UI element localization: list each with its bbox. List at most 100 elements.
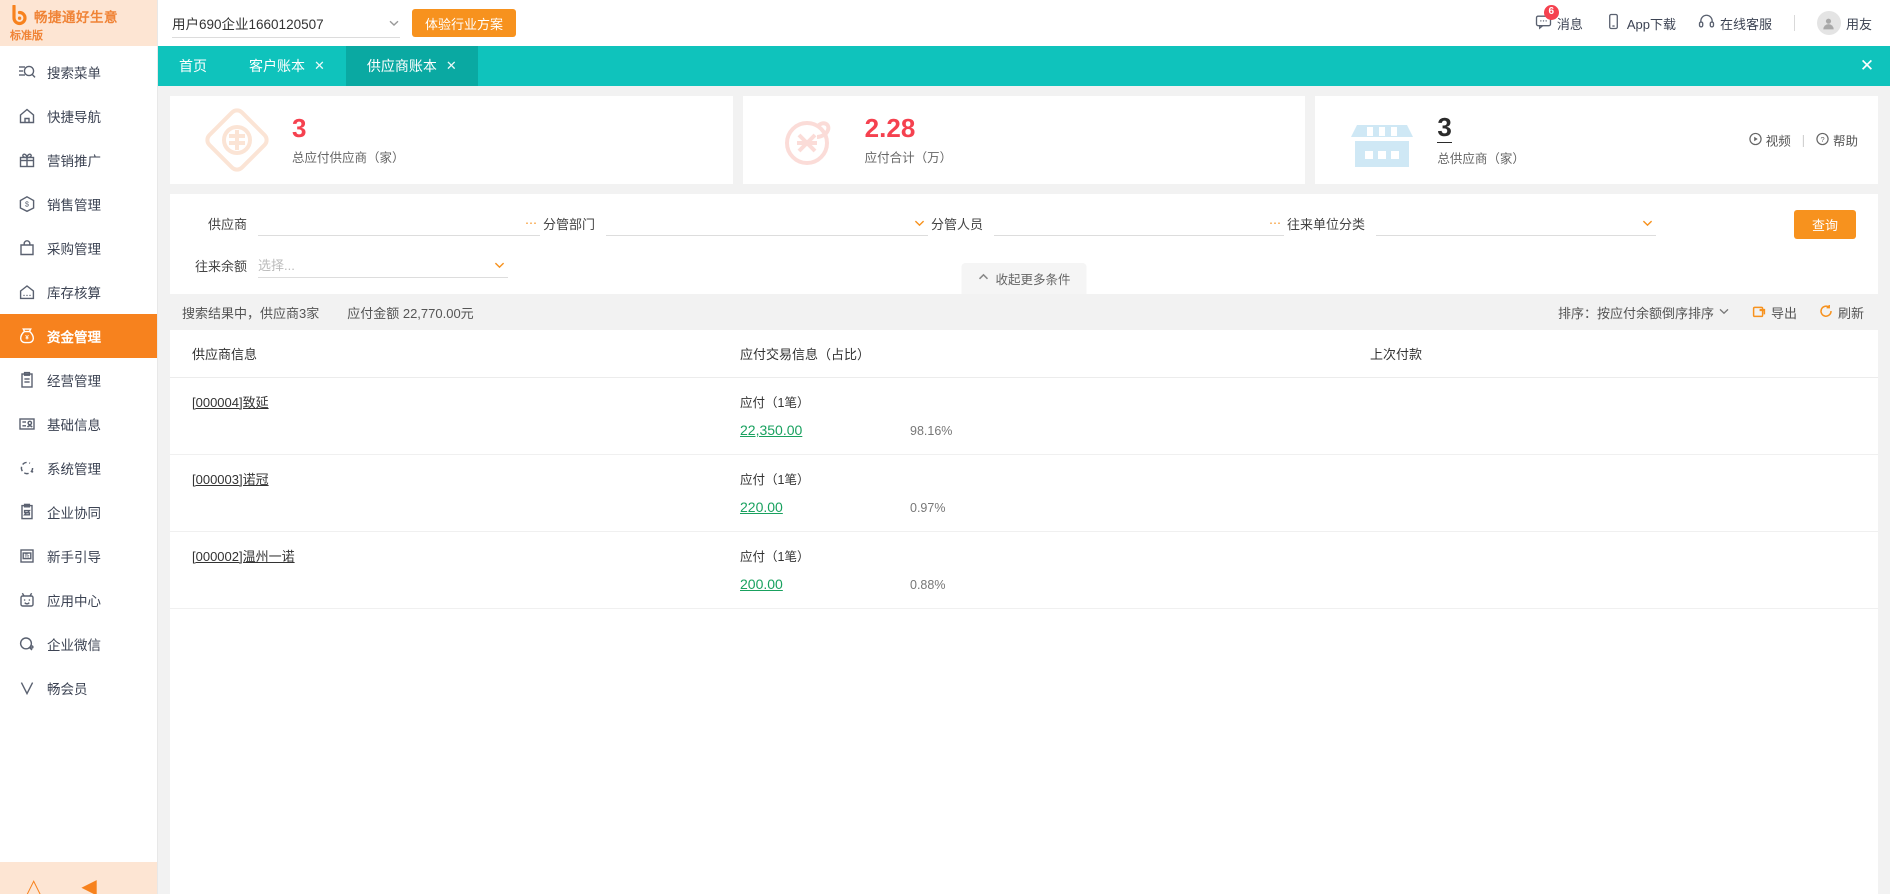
video-link[interactable]: 视频 bbox=[1749, 131, 1791, 150]
cell-transactions: 应付（1笔） 200.00 0.88% bbox=[740, 531, 1370, 609]
close-icon[interactable]: ✕ bbox=[314, 58, 325, 73]
id-card-icon bbox=[17, 415, 36, 434]
video-label: 视频 bbox=[1765, 134, 1791, 149]
sidebar-item-wechat-work[interactable]: 企业微信 bbox=[0, 622, 157, 666]
supplier-link[interactable]: [000003]诺冠 bbox=[192, 472, 269, 487]
sidebar-item-label: 资金管理 bbox=[47, 330, 101, 345]
trial-solution-button[interactable]: 体验行业方案 bbox=[412, 9, 517, 37]
search-menu-icon bbox=[17, 63, 36, 82]
balance-select[interactable]: 选择... bbox=[258, 252, 508, 278]
export-label: 导出 bbox=[1770, 305, 1797, 321]
sidebar: 畅捷通好生意 标准版 搜索菜单 快捷导航 bbox=[0, 0, 158, 894]
sidebar-item-vip-member[interactable]: 畅会员 bbox=[0, 666, 157, 710]
refresh-button[interactable]: 刷新 bbox=[1819, 303, 1864, 322]
help-icon: ? bbox=[1816, 132, 1829, 148]
company-selector[interactable]: 用户690企业1660120507 bbox=[172, 8, 400, 38]
stat-text: 2.28 应付合计（万） bbox=[853, 114, 953, 167]
sidebar-item-label: 系统管理 bbox=[47, 462, 101, 477]
stat-value: 2.28 bbox=[864, 112, 916, 143]
sidebar-item-funds[interactable]: ¥ 资金管理 bbox=[0, 314, 157, 358]
amount-link[interactable]: 220.00 bbox=[740, 499, 783, 515]
sidebar-item-app-center[interactable]: 应用中心 bbox=[0, 578, 157, 622]
sidebar-item-purchase[interactable]: 采购管理 bbox=[0, 226, 157, 270]
amount-link[interactable]: 22,350.00 bbox=[740, 422, 803, 438]
collapse-more-conditions-button[interactable]: 收起更多条件 bbox=[961, 263, 1087, 294]
sidebar-item-operations[interactable]: 经营管理 bbox=[0, 358, 157, 402]
settings-dots-icon bbox=[17, 459, 36, 478]
chevron-up-icon bbox=[977, 271, 989, 286]
supplier-link[interactable]: [000004]致延 bbox=[192, 395, 269, 410]
wechat-work-icon bbox=[17, 635, 36, 654]
sidebar-item-basic-info[interactable]: 基础信息 bbox=[0, 402, 157, 446]
sidebar-item-collaboration[interactable]: 企业协同 bbox=[0, 490, 157, 534]
close-icon[interactable]: ✕ bbox=[445, 58, 457, 73]
sidebar-item-quick-nav[interactable]: 快捷导航 bbox=[0, 94, 157, 138]
sidebar-item-beginner-guide[interactable]: 新 新手引导 bbox=[0, 534, 157, 578]
sort-label: 排序：按应付余额倒序排序 bbox=[1557, 305, 1714, 321]
logo-text: 畅捷通好生意 bbox=[34, 9, 118, 25]
results-count: 搜索结果中，供应商3家 bbox=[182, 305, 320, 321]
filter-row-1: 供应商 ⋯ 分管部门 bbox=[192, 210, 1856, 252]
sidebar-item-label: 营销推广 bbox=[47, 154, 101, 169]
filter-label: 分管人员 bbox=[930, 216, 983, 232]
online-service-label: 在线客服 bbox=[1719, 16, 1772, 32]
supplier-link[interactable]: [000002]温州一诺 bbox=[192, 549, 295, 564]
column-header-supplier: 供应商信息 bbox=[170, 330, 740, 378]
footer-decor-icon-left: △ bbox=[26, 876, 42, 894]
transaction-label: 应付（1笔） bbox=[740, 473, 810, 487]
sidebar-item-sales[interactable]: $ 销售管理 bbox=[0, 182, 157, 226]
vip-icon bbox=[17, 679, 36, 698]
filter-department: 分管部门 bbox=[540, 210, 928, 236]
stat-value: 3 bbox=[1437, 111, 1452, 144]
chevron-down-icon[interactable] bbox=[913, 216, 926, 229]
link-separator: | bbox=[1801, 133, 1805, 147]
supplier-input[interactable]: ⋯ bbox=[258, 210, 540, 236]
close-icon[interactable]: ✕ bbox=[1859, 56, 1875, 75]
sidebar-item-label: 采购管理 bbox=[47, 242, 101, 257]
unit-category-select[interactable] bbox=[1376, 210, 1656, 236]
message-badge: 6 bbox=[1543, 5, 1559, 20]
sidebar-item-inventory[interactable]: 库存核算 bbox=[0, 270, 157, 314]
guide-icon: 新 bbox=[17, 547, 36, 566]
cell-last-payment bbox=[1370, 454, 1878, 532]
chevron-down-icon[interactable] bbox=[493, 258, 506, 271]
query-button[interactable]: 查询 bbox=[1793, 210, 1856, 239]
amount-link[interactable]: 200.00 bbox=[740, 576, 783, 592]
tab-label: 供应商账本 bbox=[366, 58, 437, 74]
department-select[interactable] bbox=[606, 210, 928, 236]
column-header-last-payment: 上次付款 bbox=[1370, 330, 1878, 378]
tab-customer-ledger[interactable]: 客户账本 ✕ bbox=[228, 46, 346, 86]
staff-input[interactable]: ⋯ bbox=[994, 210, 1284, 236]
sidebar-item-marketing[interactable]: 营销推广 bbox=[0, 138, 157, 182]
tab-supplier-ledger[interactable]: 供应商账本 ✕ bbox=[345, 46, 478, 86]
content: 3 总应付供应商（家） bbox=[158, 86, 1890, 894]
help-link[interactable]: ? 帮助 bbox=[1816, 131, 1858, 150]
results-amount: 应付金额 22,770.00元 bbox=[347, 305, 474, 321]
chevron-down-icon[interactable] bbox=[1641, 216, 1654, 229]
online-service-button[interactable]: 在线客服 bbox=[1698, 13, 1772, 33]
export-button[interactable]: 导出 bbox=[1752, 303, 1797, 322]
collab-icon bbox=[17, 503, 36, 522]
sidebar-item-label: 企业微信 bbox=[47, 638, 101, 653]
filter-row-2: 往来余额 选择... bbox=[192, 252, 1856, 294]
tab-home[interactable]: 首页 bbox=[158, 46, 228, 86]
cell-supplier: [000002]温州一诺 bbox=[170, 531, 740, 609]
logo[interactable]: 畅捷通好生意 标准版 bbox=[0, 0, 157, 46]
ellipsis-icon[interactable]: ⋯ bbox=[525, 215, 538, 230]
messages-button[interactable]: 消息 6 bbox=[1535, 5, 1583, 33]
refresh-label: 刷新 bbox=[1837, 305, 1864, 321]
sales-icon: $ bbox=[17, 195, 36, 214]
bag-icon bbox=[17, 239, 36, 258]
app-download-button[interactable]: App下载 bbox=[1605, 13, 1676, 33]
ellipsis-icon[interactable]: ⋯ bbox=[1269, 215, 1282, 230]
sort-selector[interactable]: 排序：按应付余额倒序排序 bbox=[1558, 303, 1730, 322]
sidebar-item-search-menu[interactable]: 搜索菜单 bbox=[0, 50, 157, 94]
warehouse-icon bbox=[17, 283, 36, 302]
sidebar-item-system[interactable]: 系统管理 bbox=[0, 446, 157, 490]
sidebar-item-label: 基础信息 bbox=[47, 418, 101, 433]
coin-art bbox=[767, 105, 853, 175]
company-name: 用户690企业1660120507 bbox=[172, 16, 324, 32]
stat-label: 总应付供应商（家） bbox=[292, 151, 405, 166]
coin-diamond-art bbox=[194, 105, 280, 175]
user-menu[interactable]: 用友 bbox=[1816, 11, 1872, 35]
